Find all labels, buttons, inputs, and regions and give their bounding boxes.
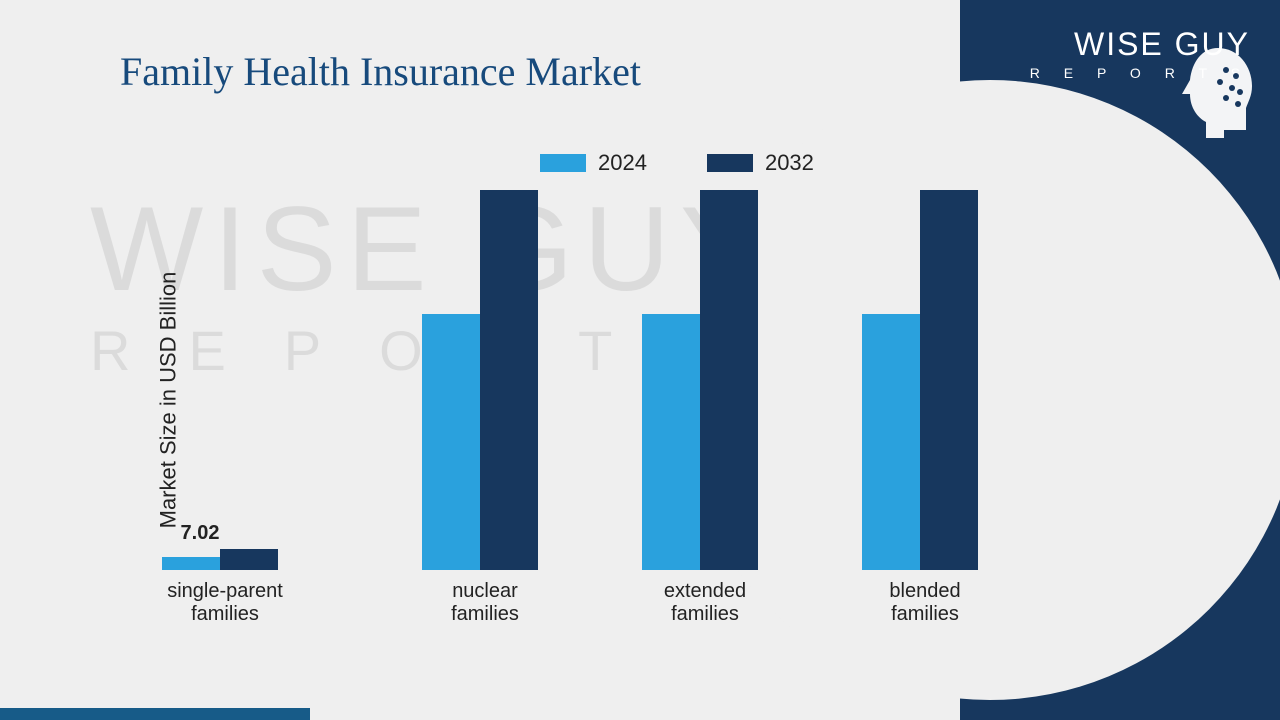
legend-swatch-2032 <box>707 154 753 172</box>
legend-item-2032: 2032 <box>707 150 814 176</box>
legend-item-2024: 2024 <box>540 150 647 176</box>
bar-2024 <box>862 314 920 571</box>
category-label: nuclearfamilies <box>395 580 575 626</box>
category-label: single-parentfamilies <box>135 580 315 626</box>
bar-2032 <box>480 190 538 570</box>
legend: 2024 2032 <box>540 150 814 176</box>
bar-2032 <box>700 190 758 570</box>
chart-stage: WISE GUY REPORTS Family Health Insurance… <box>0 0 1280 720</box>
bar-chart: Market Size in USD Billion 2024 2032 7.0… <box>100 160 980 640</box>
bar-2032 <box>220 549 278 570</box>
legend-label-2032: 2032 <box>765 150 814 176</box>
bar-2024 <box>642 314 700 571</box>
head-icon <box>1176 44 1256 140</box>
bottom-accent-bar <box>0 708 310 720</box>
legend-label-2024: 2024 <box>598 150 647 176</box>
chart-title: Family Health Insurance Market <box>120 48 641 95</box>
brand-logo: WISE GUY R E P O R T S <box>1030 26 1250 81</box>
bar-2032 <box>920 190 978 570</box>
legend-swatch-2024 <box>540 154 586 172</box>
category-label: blendedfamilies <box>835 580 1015 626</box>
category-label: extendedfamilies <box>615 580 795 626</box>
bar-value-label: 7.02 <box>150 522 250 545</box>
plot-area: 7.02single-parentfamiliesnuclearfamilies… <box>130 190 980 570</box>
bar-2024 <box>162 557 220 570</box>
bar-2024 <box>422 314 480 571</box>
